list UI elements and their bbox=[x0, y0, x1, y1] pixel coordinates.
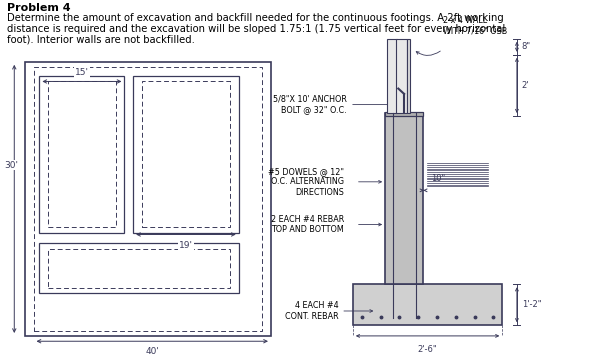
Bar bbox=[142, 81, 230, 227]
Bar bbox=[48, 81, 116, 227]
Text: 4 EACH #4
CONT. REBAR: 4 EACH #4 CONT. REBAR bbox=[285, 301, 338, 321]
Bar bbox=[25, 62, 271, 336]
Bar bbox=[385, 113, 423, 284]
Bar bbox=[133, 76, 239, 233]
Bar bbox=[396, 39, 407, 113]
Bar bbox=[407, 39, 410, 113]
Text: 19': 19' bbox=[179, 241, 193, 250]
Bar bbox=[39, 243, 239, 293]
Bar bbox=[387, 39, 397, 113]
Bar bbox=[39, 76, 124, 233]
Text: 8": 8" bbox=[522, 42, 531, 51]
Text: 30': 30' bbox=[4, 160, 18, 169]
Text: 5/8"X 10' ANCHOR
BOLT @ 32" O.C.: 5/8"X 10' ANCHOR BOLT @ 32" O.C. bbox=[273, 95, 347, 114]
Text: foot). Interior walls are not backfilled.: foot). Interior walls are not backfilled… bbox=[7, 34, 195, 45]
Text: 2'-6": 2'-6" bbox=[418, 345, 437, 354]
Text: 1'-2": 1'-2" bbox=[522, 300, 541, 309]
Text: #5 DOWELS @ 12"
O.C. ALTERNATING
DIRECTIONS: #5 DOWELS @ 12" O.C. ALTERNATING DIRECTI… bbox=[268, 167, 344, 197]
Text: 2 EACH #4 REBAR
TOP AND BOTTOM: 2 EACH #4 REBAR TOP AND BOTTOM bbox=[271, 215, 344, 234]
Text: 40': 40' bbox=[145, 348, 159, 356]
Bar bbox=[353, 284, 502, 325]
Text: 10": 10" bbox=[431, 174, 446, 183]
Text: Problem 4: Problem 4 bbox=[7, 3, 71, 13]
Bar bbox=[385, 112, 423, 116]
Bar bbox=[48, 249, 230, 288]
Text: Determine the amount of excavation and backfill needed for the continuous footin: Determine the amount of excavation and b… bbox=[7, 13, 504, 23]
Text: 15': 15' bbox=[75, 68, 89, 77]
Text: 2': 2' bbox=[522, 81, 529, 90]
Text: 2 x 4 WALL
WITH 7/16" OSB: 2 x 4 WALL WITH 7/16" OSB bbox=[443, 16, 507, 35]
Text: distance is required and the excavation will be sloped 1.75:1 (1.75 vertical fee: distance is required and the excavation … bbox=[7, 24, 506, 34]
Bar bbox=[34, 67, 262, 331]
